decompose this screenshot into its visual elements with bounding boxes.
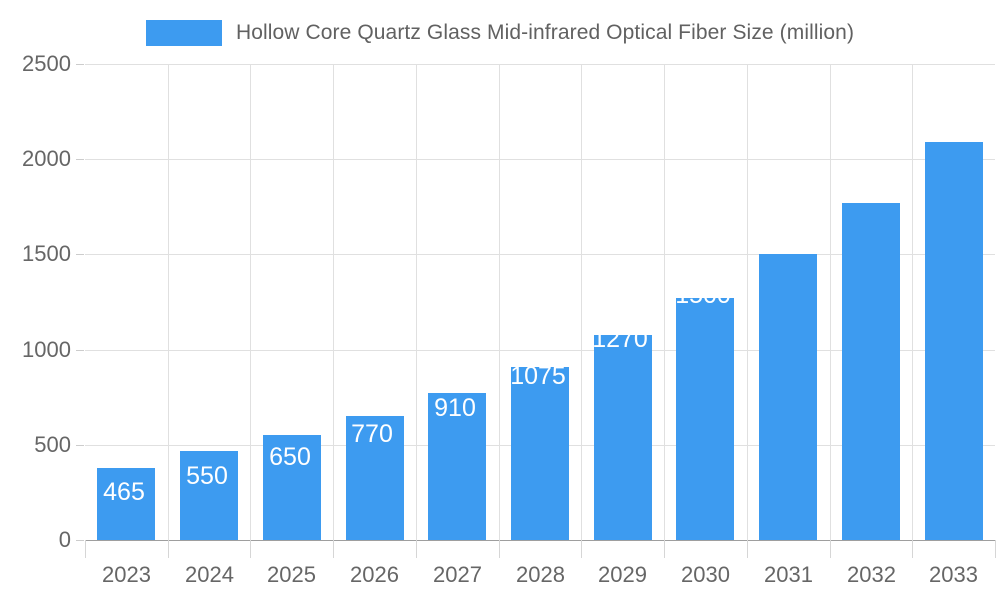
x-axis-tick-label: 2024 <box>185 562 234 587</box>
bar[interactable] <box>676 298 734 540</box>
plot-area <box>85 64 995 541</box>
bar[interactable] <box>346 416 404 540</box>
x-axis-tick-mark <box>250 540 251 558</box>
x-gridline <box>168 64 169 540</box>
x-axis-tick-label: 2026 <box>350 562 399 587</box>
x-axis-tick-mark <box>747 540 748 558</box>
x-gridline <box>581 64 582 540</box>
x-axis-tick-label: 2027 <box>433 562 482 587</box>
y-axis-tick-mark <box>76 159 84 161</box>
x-gridline <box>333 64 334 540</box>
x-axis-tick-label: 2029 <box>598 562 647 587</box>
legend-color-swatch <box>145 20 222 46</box>
x-axis-tick-label: 2025 <box>267 562 316 587</box>
legend-label: Hollow Core Quartz Glass Mid-infrared Op… <box>235 21 855 44</box>
y-axis-tick-mark <box>76 349 84 351</box>
y-gridline <box>85 349 995 351</box>
x-axis-tick-mark <box>912 540 913 558</box>
bar[interactable] <box>759 254 817 540</box>
y-axis-tick-label: 2500 <box>22 51 71 76</box>
bar[interactable] <box>511 366 569 540</box>
x-gridline <box>664 64 665 540</box>
y-axis-tick-mark <box>76 444 84 446</box>
y-axis-tick-label: 1000 <box>22 336 71 362</box>
y-gridline <box>85 254 995 256</box>
x-axis-tick-mark <box>416 540 417 558</box>
y-gridline <box>85 159 995 161</box>
x-axis-tick-mark <box>333 540 334 558</box>
bar[interactable] <box>925 142 983 540</box>
x-axis-tick-label: 2028 <box>516 562 565 587</box>
y-gridline <box>85 64 995 65</box>
bar[interactable] <box>97 467 155 540</box>
x-axis-tick-mark <box>995 540 996 558</box>
y-gridline <box>85 540 995 541</box>
y-axis-tick-label: 500 <box>34 431 71 457</box>
x-gridline <box>830 64 831 540</box>
x-axis-tick-label: 2032 <box>847 562 896 587</box>
x-gridline <box>747 64 748 540</box>
x-axis-tick-mark <box>830 540 831 558</box>
y-axis-tick-mark <box>76 64 84 65</box>
x-gridline <box>499 64 500 540</box>
x-gridline <box>250 64 251 540</box>
y-axis-tick-mark <box>76 540 84 541</box>
x-axis-tick-label: 2030 <box>681 562 730 587</box>
x-axis-tick-mark <box>85 540 86 558</box>
bar[interactable] <box>428 393 486 540</box>
x-gridline <box>912 64 913 540</box>
x-axis-tick-label: 2023 <box>102 562 151 587</box>
bar[interactable] <box>263 435 321 540</box>
bar[interactable] <box>594 335 652 540</box>
x-axis-tick-mark <box>499 540 500 558</box>
chart-legend: Hollow Core Quartz Glass Mid-infrared Op… <box>0 16 1000 50</box>
y-axis-tick-label: 2000 <box>22 146 71 172</box>
bar-value-label: 380 <box>20 494 62 523</box>
x-axis-tick-mark <box>664 540 665 558</box>
y-axis-tick-label: 0 <box>58 527 71 552</box>
bar[interactable] <box>180 451 238 540</box>
x-axis-tick-label: 2033 <box>929 562 978 587</box>
y-axis-tick-mark <box>76 254 84 256</box>
x-axis-tick-mark <box>168 540 169 558</box>
y-axis-tick-label: 1500 <box>22 241 71 267</box>
x-axis-tick-mark <box>581 540 582 558</box>
x-axis-tick-label: 2031 <box>764 562 813 587</box>
bar[interactable] <box>842 203 900 540</box>
x-gridline <box>416 64 417 540</box>
